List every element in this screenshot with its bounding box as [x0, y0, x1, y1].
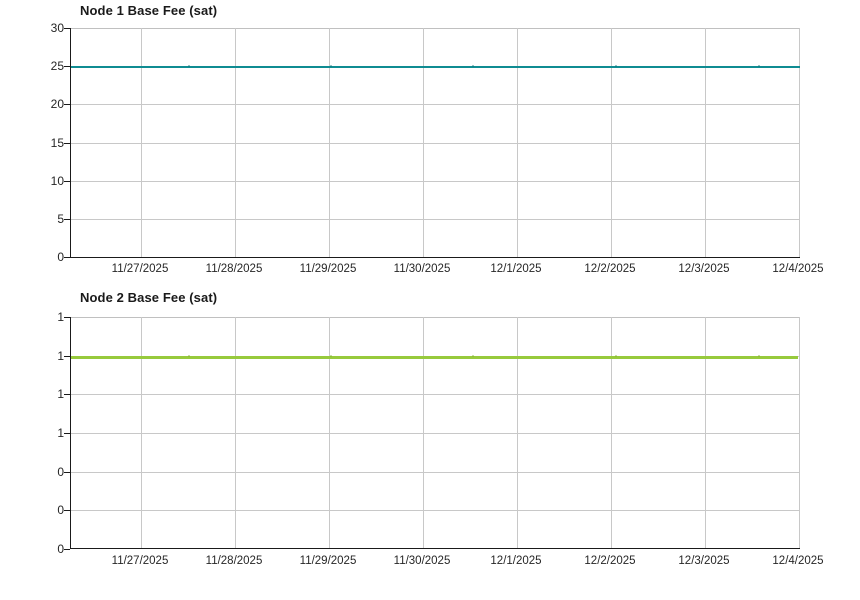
gridline-y-30: [71, 28, 800, 29]
x-tick-label-1128: 11/28/2025: [205, 263, 263, 275]
gridline-y-n2-0: [71, 317, 800, 318]
series-marker: [330, 354, 332, 357]
series-marker: [188, 65, 190, 68]
x-tick-label-1204: 12/4/2025: [772, 263, 824, 275]
y-tick-mark-n2-6: [64, 549, 70, 550]
y-tick-label-25: 25: [50, 59, 64, 73]
gridline-x-n2-1202: [611, 317, 612, 548]
series-line-node-1-base-fee: [71, 66, 800, 69]
y-tick-label-30: 30: [50, 21, 64, 35]
gridline-y-5: [71, 219, 800, 220]
y-tick-mark-20: [64, 104, 70, 105]
gridline-x-1130: [423, 28, 424, 257]
gridline-x-1129: [329, 28, 330, 257]
series-marker: [615, 354, 617, 357]
y-tick-label-n2-3: 1: [57, 426, 64, 440]
gridline-x-1203: [705, 28, 706, 257]
y-tick-label-20: 20: [50, 97, 64, 111]
series-marker: [615, 65, 617, 68]
chart-node-1-base-fee: Node 1 Base Fee (sat) 30 25 20 15 10 5 0: [0, 0, 860, 290]
plot-area-node-1: [70, 28, 800, 258]
gridline-x-n2-1129: [329, 317, 330, 548]
plot-area-node-2: [70, 317, 800, 549]
x-tick-label-1129: 11/29/2025: [299, 263, 357, 275]
gridline-x-1202: [611, 28, 612, 257]
gridline-x-n2-1203: [705, 317, 706, 548]
x-tick-label-1202: 12/2/2025: [584, 263, 636, 275]
series-marker: [758, 65, 760, 68]
y-tick-mark-25: [64, 66, 70, 67]
y-tick-label-n2-6: 0: [57, 542, 64, 556]
series-line-node-2-base-fee: [71, 355, 798, 359]
y-tick-label-10: 10: [50, 174, 64, 188]
x-tick-label-1130: 11/30/2025: [393, 263, 451, 275]
y-tick-label-0: 0: [57, 250, 64, 264]
y-tick-label-n2-1: 1: [57, 348, 64, 363]
y-tick-label-n2-4: 0: [57, 464, 64, 479]
y-tick-mark-15: [64, 143, 70, 144]
gridline-y-n2-4: [71, 471, 800, 473]
x-tick-label-n2-1130: 11/30/2025: [393, 555, 451, 567]
x-tick-label-n2-1127: 11/27/2025: [111, 555, 169, 567]
y-tick-mark-n2-3: [64, 433, 70, 434]
series-marker: [472, 65, 474, 68]
chart-title-node-1: Node 1 Base Fee (sat): [80, 3, 218, 18]
x-tick-label-1127: 11/27/2025: [111, 263, 169, 275]
series-marker: [188, 354, 190, 357]
y-tick-label-n2-0: 1: [57, 310, 64, 324]
gridline-x-n2-1201: [517, 317, 518, 548]
y-tick-mark-n2-2: [64, 394, 70, 396]
x-tick-label-n2-1128: 11/28/2025: [205, 555, 263, 567]
chart-title-node-2: Node 2 Base Fee (sat): [80, 290, 218, 305]
y-tick-mark-n2-5: [64, 510, 70, 512]
x-tick-label-n2-1203: 12/3/2025: [678, 555, 730, 567]
gridline-x-n2-1127: [141, 317, 142, 548]
x-tick-label-1201: 12/1/2025: [490, 263, 542, 275]
y-tick-label-n2-5: 0: [57, 503, 64, 518]
gridline-y-n2-2: [71, 394, 800, 396]
y-tick-label-15: 15: [50, 136, 64, 150]
gridline-x-1128: [235, 28, 236, 257]
y-tick-mark-n2-4: [64, 471, 70, 473]
y-tick-mark-n2-0: [64, 317, 70, 318]
series-marker: [758, 354, 760, 357]
gridline-x-n2-1128: [235, 317, 236, 548]
y-tick-mark-0: [64, 257, 70, 258]
gridline-y-15: [71, 142, 800, 144]
y-tick-mark-30: [64, 28, 70, 29]
gridline-y-n2-5: [71, 510, 800, 512]
gridline-x-n2-1130: [423, 317, 424, 548]
gridline-y-10: [71, 180, 800, 182]
gridline-x-1127: [141, 28, 142, 257]
gridline-x-1201: [517, 28, 518, 257]
gridline-x-n2-1204: [799, 317, 800, 548]
x-tick-label-n2-1204: 12/4/2025: [772, 555, 824, 567]
series-marker: [472, 354, 474, 357]
series-marker: [330, 65, 332, 68]
y-tick-mark-n2-1: [64, 355, 70, 357]
y-tick-label-n2-2: 1: [57, 387, 64, 402]
y-tick-mark-5: [64, 219, 70, 220]
chart-node-2-base-fee: Node 2 Base Fee (sat) 1 1 1 1 0 0 0: [0, 290, 860, 600]
y-tick-mark-10: [64, 181, 70, 182]
x-tick-label-n2-1202: 12/2/2025: [584, 555, 636, 567]
gridline-y-20: [71, 104, 800, 106]
y-tick-label-5: 5: [57, 212, 64, 226]
x-tick-label-n2-1201: 12/1/2025: [490, 555, 542, 567]
gridline-y-n2-3: [71, 433, 800, 434]
x-tick-label-1203: 12/3/2025: [678, 263, 730, 275]
x-tick-label-n2-1129: 11/29/2025: [299, 555, 357, 567]
gridline-x-1204: [799, 28, 800, 257]
